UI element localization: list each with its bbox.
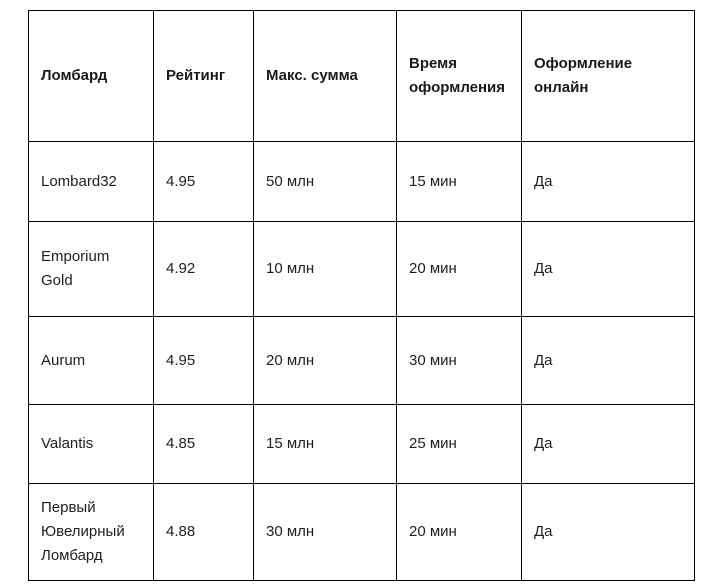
max-amount-value: 50 млн <box>266 172 315 190</box>
pawnshop-name-value: Aurum <box>41 351 86 369</box>
cell-rating: 4.95 <box>153 316 254 405</box>
cell-processing-time: 20 мин <box>396 221 522 317</box>
processing-time-value: 25 мин <box>409 435 457 452</box>
processing-time-value: 15 мин <box>409 172 457 190</box>
processing-time-value: 30 мин <box>409 351 457 369</box>
cell-online-application: Да <box>521 221 695 317</box>
cell-max-amount: 50 млн <box>253 141 397 222</box>
cell-processing-time: 20 мин <box>396 483 522 581</box>
cell-online-application: Да <box>521 483 695 581</box>
column-header-processing-time: Время оформления <box>396 10 522 142</box>
online-application-value: Да <box>534 435 553 452</box>
rating-value: 4.92 <box>166 260 196 277</box>
table-row: Valantis 4.85 15 млн 25 мин Да <box>28 404 695 484</box>
pawnshop-name-value: Lombard32 <box>41 172 117 190</box>
pawnshop-name-value: Emporium Gold <box>41 248 110 289</box>
rating-value: 4.85 <box>166 435 196 452</box>
cell-pawnshop-name: Emporium Gold <box>28 221 154 317</box>
table-header-row: Ломбард Рейтинг Макс. сумма Время оформл… <box>28 10 695 142</box>
column-header-online-application: Оформление онлайн <box>521 10 695 142</box>
processing-time-value: 20 мин <box>409 260 457 277</box>
column-header-max-amount: Макс. сумма <box>253 10 397 142</box>
cell-online-application: Да <box>521 316 695 405</box>
column-header-online-application-label: Оформление онлайн <box>534 55 633 96</box>
rating-value: 4.88 <box>166 523 196 540</box>
online-application-value: Да <box>534 523 553 540</box>
cell-pawnshop-name: Lombard32 <box>28 141 154 222</box>
cell-max-amount: 20 млн <box>253 316 397 405</box>
cell-rating: 4.88 <box>153 483 254 581</box>
cell-pawnshop-name: Aurum <box>28 316 154 405</box>
processing-time-value: 20 мин <box>409 523 457 540</box>
column-header-max-amount-label: Макс. сумма <box>266 67 358 84</box>
online-application-value: Да <box>534 260 553 277</box>
cell-pawnshop-name: Valantis <box>28 404 154 484</box>
table-row: Lombard32 4.95 50 млн 15 мин Да <box>28 141 695 222</box>
table-body: Lombard32 4.95 50 млн 15 мин Да Emporium… <box>28 141 695 581</box>
cell-max-amount: 10 млн <box>253 221 397 317</box>
max-amount-value: 30 млн <box>266 523 315 540</box>
table-row: Emporium Gold 4.92 10 млн 20 мин Да <box>28 221 695 317</box>
max-amount-value: 15 млн <box>266 435 315 452</box>
column-header-rating-label: Рейтинг <box>166 67 226 84</box>
table-header: Ломбард Рейтинг Макс. сумма Время оформл… <box>28 10 695 142</box>
cell-processing-time: 30 мин <box>396 316 522 405</box>
cell-online-application: Да <box>521 141 695 222</box>
pawnshop-comparison-table-container: Ломбард Рейтинг Макс. сумма Время оформл… <box>28 10 695 581</box>
column-header-pawnshop-label: Ломбард <box>41 67 108 84</box>
pawnshop-name-value: Valantis <box>41 435 94 452</box>
table-row: Aurum 4.95 20 млн 30 мин Да <box>28 316 695 405</box>
max-amount-value: 10 млн <box>266 260 315 277</box>
cell-pawnshop-name: Первый Ювелирный Ломбард <box>28 483 154 581</box>
pawnshop-name-value: Первый Ювелирный Ломбард <box>41 499 125 564</box>
pawnshop-comparison-table: Ломбард Рейтинг Макс. сумма Время оформл… <box>28 10 695 581</box>
cell-processing-time: 15 мин <box>396 141 522 222</box>
cell-processing-time: 25 мин <box>396 404 522 484</box>
table-row: Первый Ювелирный Ломбард 4.88 30 млн 20 … <box>28 483 695 581</box>
cell-rating: 4.85 <box>153 404 254 484</box>
column-header-rating: Рейтинг <box>153 10 254 142</box>
column-header-pawnshop: Ломбард <box>28 10 154 142</box>
rating-value: 4.95 <box>166 172 196 190</box>
online-application-value: Да <box>534 172 553 190</box>
max-amount-value: 20 млн <box>266 351 315 369</box>
online-application-value: Да <box>534 351 553 369</box>
cell-max-amount: 15 млн <box>253 404 397 484</box>
rating-value: 4.95 <box>166 351 196 369</box>
cell-rating: 4.92 <box>153 221 254 317</box>
cell-online-application: Да <box>521 404 695 484</box>
cell-rating: 4.95 <box>153 141 254 222</box>
cell-max-amount: 30 млн <box>253 483 397 581</box>
column-header-processing-time-label: Время оформления <box>409 55 506 96</box>
